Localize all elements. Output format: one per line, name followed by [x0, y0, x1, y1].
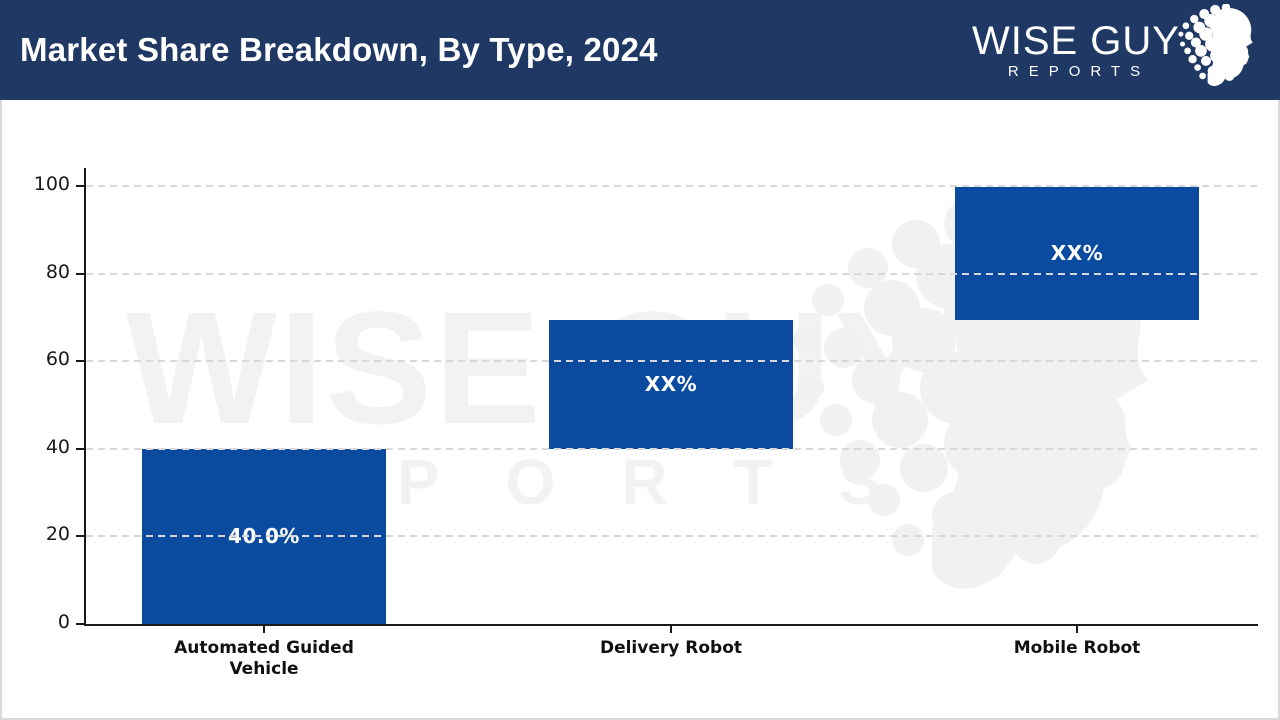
- header-bar: Market Share Breakdown, By Type, 2024 WI…: [0, 0, 1280, 100]
- y-tick-label: 20: [45, 523, 70, 546]
- x-tick-mark: [670, 626, 672, 633]
- y-tick-mark: [76, 360, 84, 363]
- y-tick-label: 60: [45, 348, 70, 371]
- y-tick-label: 80: [45, 260, 70, 283]
- x-tick-mark: [263, 626, 265, 633]
- y-tick-label: 0: [57, 611, 70, 633]
- gridline-40: [86, 447, 1258, 450]
- x-category-label: Delivery Robot: [599, 638, 743, 658]
- gridline-100: [86, 185, 1258, 187]
- logo-wordmark: WISE GUY: [971, 19, 1180, 63]
- y-tick-mark: [76, 185, 84, 187]
- y-tick-mark: [76, 535, 84, 538]
- logo-subtext: REPORTS: [1007, 63, 1151, 80]
- gridline-80: [86, 272, 1258, 275]
- bar-value-label: XX%: [1050, 241, 1104, 266]
- x-axis-line: [84, 624, 1258, 626]
- gridline-20: [86, 535, 1258, 538]
- y-tick-mark: [76, 623, 84, 625]
- bar-2: XX%: [549, 319, 793, 449]
- gridline-60: [86, 360, 1258, 363]
- y-tick-mark: [76, 447, 84, 450]
- page-title: Market Share Breakdown, By Type, 2024: [20, 31, 658, 68]
- y-tick-mark: [76, 272, 84, 275]
- logo-text: WISE GUY REPORTS: [972, 20, 1180, 80]
- bar-value-label: XX%: [644, 372, 698, 397]
- y-tick-label: 100: [33, 173, 70, 195]
- x-tick-mark: [1076, 626, 1078, 633]
- y-axis-line: [84, 168, 86, 626]
- logo-head-icon: [1178, 4, 1253, 87]
- y-tick-label: 40: [45, 435, 70, 458]
- bar-3: XX%: [955, 187, 1199, 320]
- watermark-wordmark: WISE GUY: [126, 278, 943, 457]
- wiseguy-logo: WISE GUY REPORTS: [972, 4, 1258, 96]
- x-category-label: Automated Guided Vehicle: [174, 638, 354, 679]
- x-category-label: Mobile Robot: [1013, 638, 1141, 658]
